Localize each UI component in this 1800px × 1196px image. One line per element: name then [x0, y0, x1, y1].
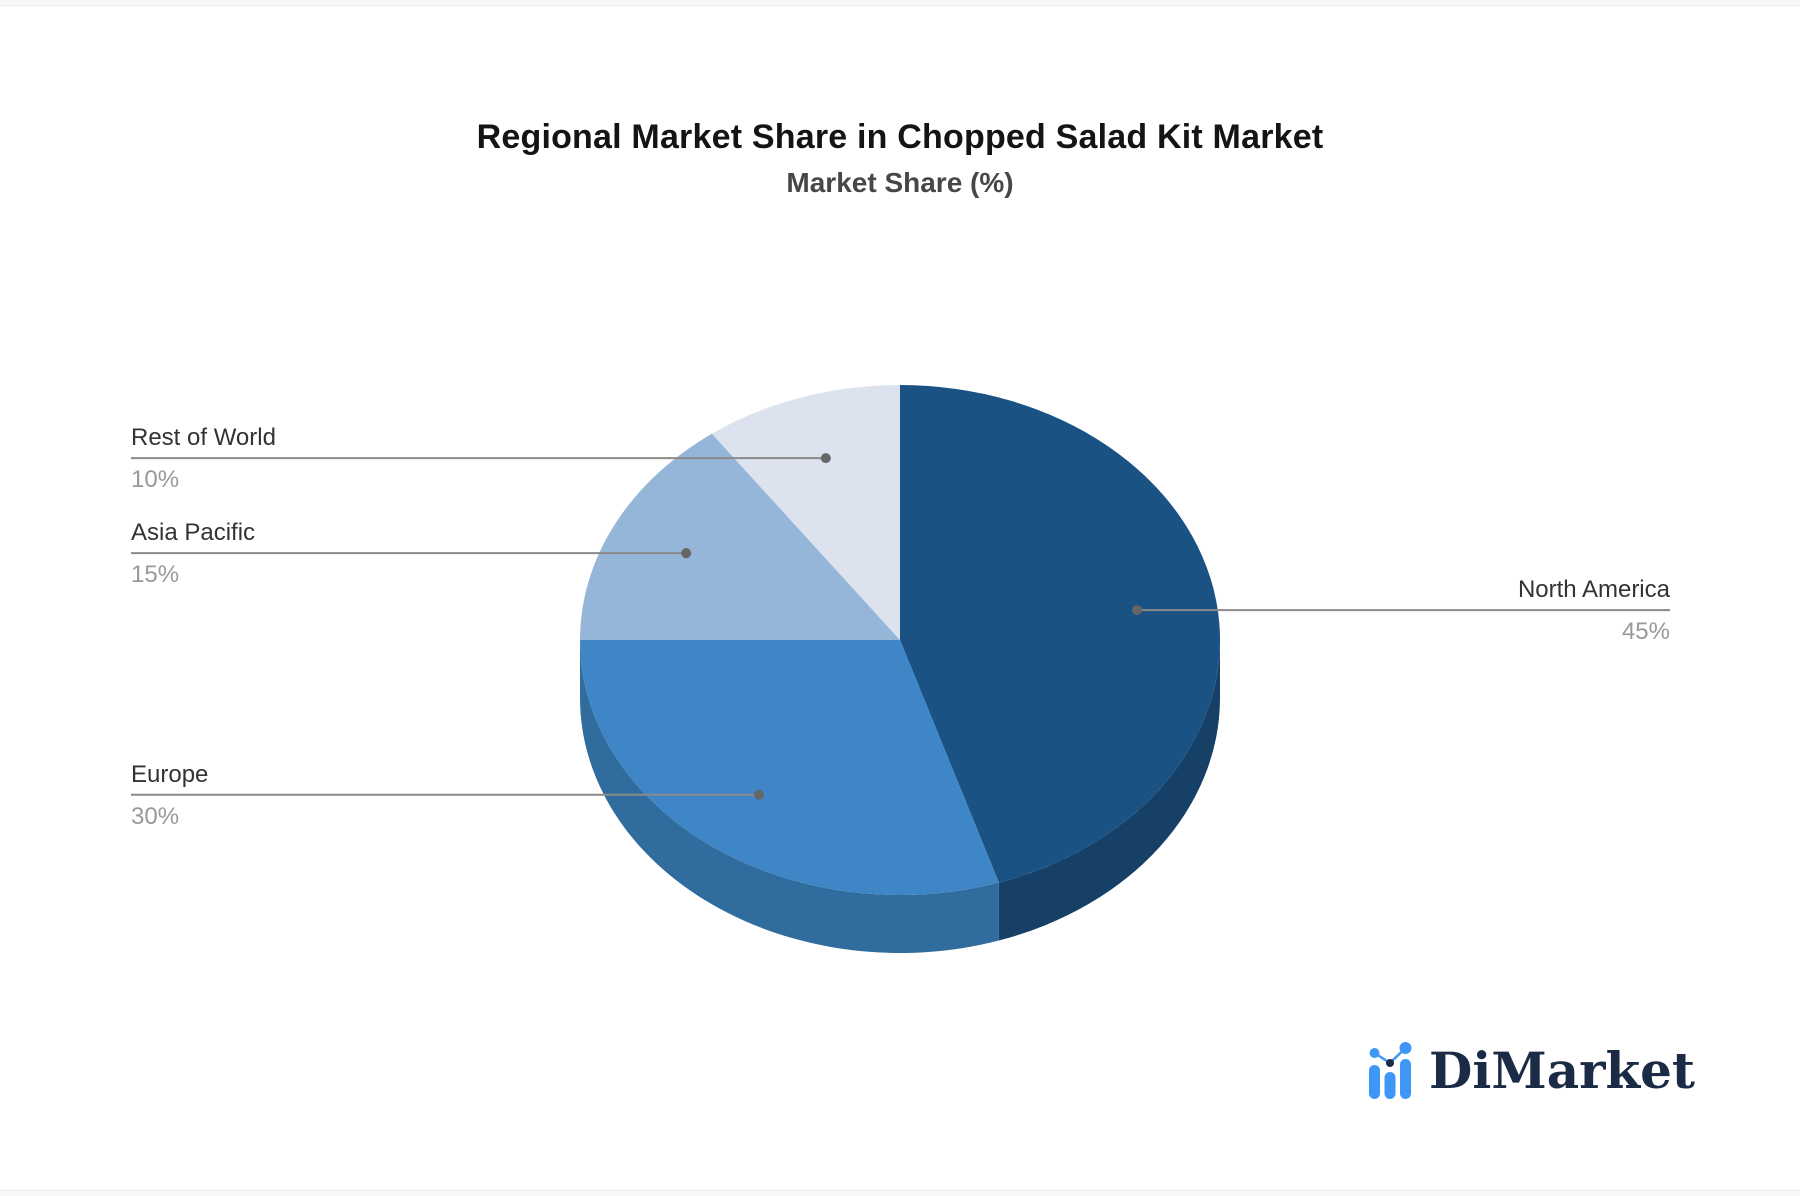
logo-dot-left — [1369, 1048, 1380, 1058]
callout-dot-europe — [753, 789, 764, 800]
chart-title: Regional Market Share in Chopped Salad K… — [476, 118, 1324, 156]
callout-label-asia-pacific: Asia Pacific — [131, 519, 256, 547]
callout-label-north-america: North America — [1517, 576, 1670, 604]
callout-dot-rest-of-world — [820, 453, 831, 464]
dimarket-logo-icon — [1369, 1042, 1412, 1099]
logo-dot-right — [1399, 1042, 1412, 1054]
callout-value-rest-of-world: 10% — [131, 466, 180, 494]
callout-label-rest-of-world: Rest of World — [131, 424, 276, 452]
pie-side-north-america — [998, 640, 1220, 941]
dimarket-logo-text: DiMarket — [1429, 1041, 1695, 1100]
callout-dot-asia-pacific — [681, 548, 692, 559]
callout-value-europe: 30% — [131, 802, 180, 830]
callout-label-europe: Europe — [131, 760, 209, 788]
logo-bar-3 — [1400, 1059, 1411, 1099]
logo-bar-1 — [1369, 1065, 1380, 1099]
pie-slice-asia-pacific — [580, 433, 900, 640]
page-top-border — [0, 0, 1800, 6]
callout-dot-north-america — [1132, 605, 1143, 616]
pie-slice-rest-of-world — [711, 385, 900, 640]
pie-side-europe — [580, 640, 999, 953]
logo-bar-2 — [1384, 1072, 1396, 1099]
page-bottom-border — [0, 1190, 1800, 1196]
pie-slice-europe — [580, 640, 999, 896]
callout-value-north-america: 45% — [1621, 618, 1670, 646]
chart-subtitle: Market Share (%) — [786, 167, 1014, 198]
callout-value-asia-pacific: 15% — [131, 561, 180, 589]
dimarket-logo: DiMarket — [1367, 1038, 1695, 1104]
logo-dot-middle — [1386, 1059, 1394, 1067]
pie-slice-north-america — [900, 385, 1221, 883]
